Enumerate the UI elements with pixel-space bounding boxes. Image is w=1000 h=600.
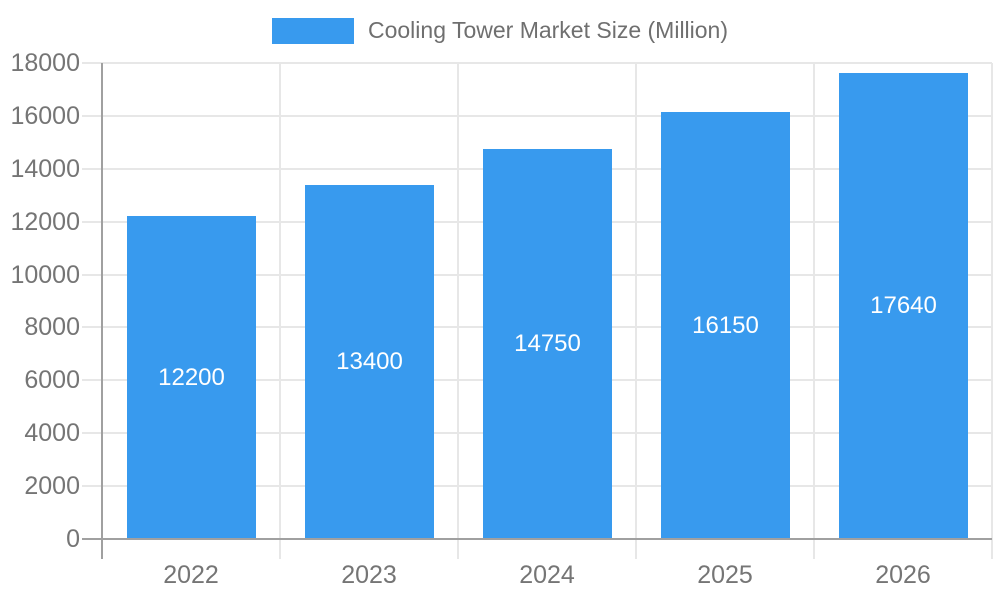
x-gridline [635, 63, 637, 559]
chart-legend[interactable]: Cooling Tower Market Size (Million) [0, 17, 1000, 44]
y-gridline [82, 62, 992, 64]
bar-2025[interactable] [661, 112, 790, 539]
y-axis-tick-label: 4000 [24, 419, 80, 448]
x-axis-line [82, 538, 992, 540]
x-gridline [279, 63, 281, 559]
y-axis-tick-label: 14000 [10, 154, 80, 183]
y-axis-tick-label: 6000 [24, 366, 80, 395]
y-axis-line [101, 63, 103, 559]
plot-area: 12200 13400 14750 16150 17640 [82, 62, 993, 559]
y-axis-tick-label: 10000 [10, 260, 80, 289]
x-gridline [457, 63, 459, 559]
x-gridline [991, 63, 993, 559]
y-axis-tick-label: 2000 [24, 472, 80, 501]
x-axis-tick-label: 2022 [163, 561, 219, 589]
legend-swatch [271, 17, 354, 44]
y-axis-tick-label: 8000 [24, 313, 80, 342]
bar-2022[interactable] [127, 216, 256, 539]
x-gridline [813, 63, 815, 559]
y-axis-tick-label: 16000 [10, 101, 80, 130]
x-axis-tick-label: 2025 [697, 561, 753, 589]
y-axis-tick-label: 12000 [10, 207, 80, 236]
y-axis-tick-label: 0 [66, 525, 80, 553]
x-axis-tick-label: 2023 [341, 561, 397, 589]
bar-2026[interactable] [839, 73, 968, 539]
x-axis-tick-label: 2024 [519, 561, 575, 589]
y-axis-tick-label: 18000 [10, 49, 80, 77]
bar-2023[interactable] [305, 185, 434, 539]
bar-2024[interactable] [483, 149, 612, 539]
legend-label: Cooling Tower Market Size (Million) [367, 17, 729, 43]
x-axis-tick-label: 2026 [875, 561, 931, 589]
